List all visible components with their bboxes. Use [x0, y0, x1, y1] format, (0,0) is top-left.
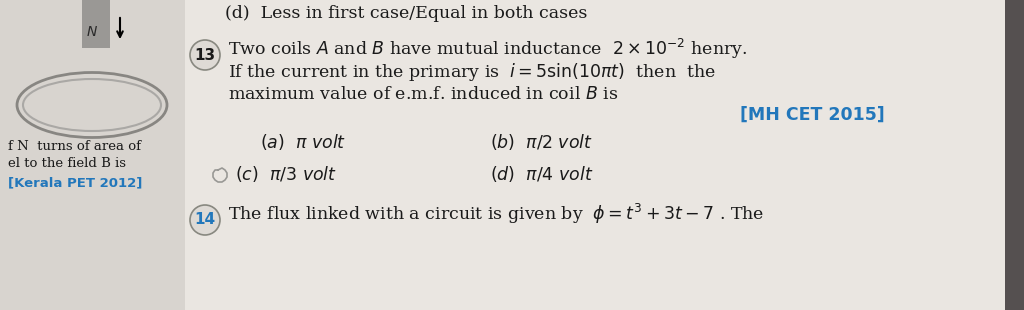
Text: The flux linked with a circuit is given by  $\phi = t^{3}+3t-7$ . The: The flux linked with a circuit is given …	[228, 202, 764, 226]
Text: $(b)$  $\pi/2$ $volt$: $(b)$ $\pi/2$ $volt$	[490, 132, 593, 152]
Bar	[1005, 0, 1024, 310]
Bar	[0, 0, 185, 310]
Text: $(c)$  $\pi/3$ $volt$: $(c)$ $\pi/3$ $volt$	[234, 164, 337, 184]
Bar	[82, 0, 110, 48]
Text: $(a)$  $\pi$ $volt$: $(a)$ $\pi$ $volt$	[260, 132, 346, 152]
Text: f N  turns of area of: f N turns of area of	[8, 140, 141, 153]
Circle shape	[190, 40, 220, 70]
Text: 14: 14	[195, 212, 216, 228]
Text: 13: 13	[195, 47, 216, 63]
Text: (d)  Less in first case/Equal in both cases: (d) Less in first case/Equal in both cas…	[225, 5, 588, 22]
Text: N: N	[87, 25, 97, 39]
Bar	[185, 0, 1005, 310]
Ellipse shape	[23, 79, 161, 131]
Text: Two coils $A$ and $B$ have mutual inductance  $2\times10^{-2}$ henry.: Two coils $A$ and $B$ have mutual induct…	[228, 37, 748, 61]
Text: maximum value of e.m.f. induced in coil $B$ is: maximum value of e.m.f. induced in coil …	[228, 86, 618, 103]
Text: $(d)$  $\pi/4$ $volt$: $(d)$ $\pi/4$ $volt$	[490, 164, 594, 184]
Text: [MH CET 2015]: [MH CET 2015]	[740, 106, 885, 124]
Circle shape	[190, 205, 220, 235]
Ellipse shape	[17, 73, 167, 138]
Text: el to the field B is: el to the field B is	[8, 157, 126, 170]
Text: [Kerala PET 2012]: [Kerala PET 2012]	[8, 176, 142, 189]
Text: If the current in the primary is  $i = 5\sin(10\pi t)$  then  the: If the current in the primary is $i = 5\…	[228, 61, 716, 83]
